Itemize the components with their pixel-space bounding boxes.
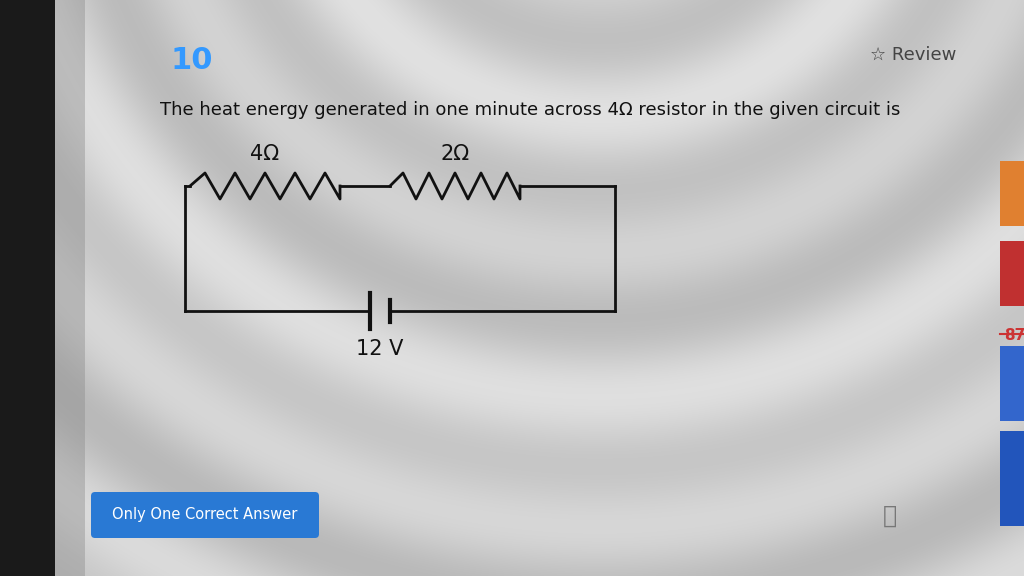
Text: The heat energy generated in one minute across 4Ω resistor in the given circuit : The heat energy generated in one minute … [160, 101, 900, 119]
Text: Only One Correct Answer: Only One Correct Answer [113, 507, 298, 522]
Bar [1000, 161, 1024, 226]
Text: 10: 10 [170, 46, 213, 75]
Text: 12 V: 12 V [356, 339, 403, 359]
Text: 4Ω: 4Ω [251, 144, 280, 164]
Bar [0, 0, 55, 576]
Bar [1000, 241, 1024, 306]
Bar [55, 0, 85, 576]
Bar [1000, 431, 1024, 526]
FancyBboxPatch shape [91, 492, 319, 538]
Text: 87: 87 [1005, 328, 1024, 343]
Text: 2Ω: 2Ω [440, 144, 470, 164]
Bar [1000, 346, 1024, 421]
Text: ⓘ: ⓘ [883, 504, 897, 528]
Text: ☆ Review: ☆ Review [870, 46, 956, 64]
